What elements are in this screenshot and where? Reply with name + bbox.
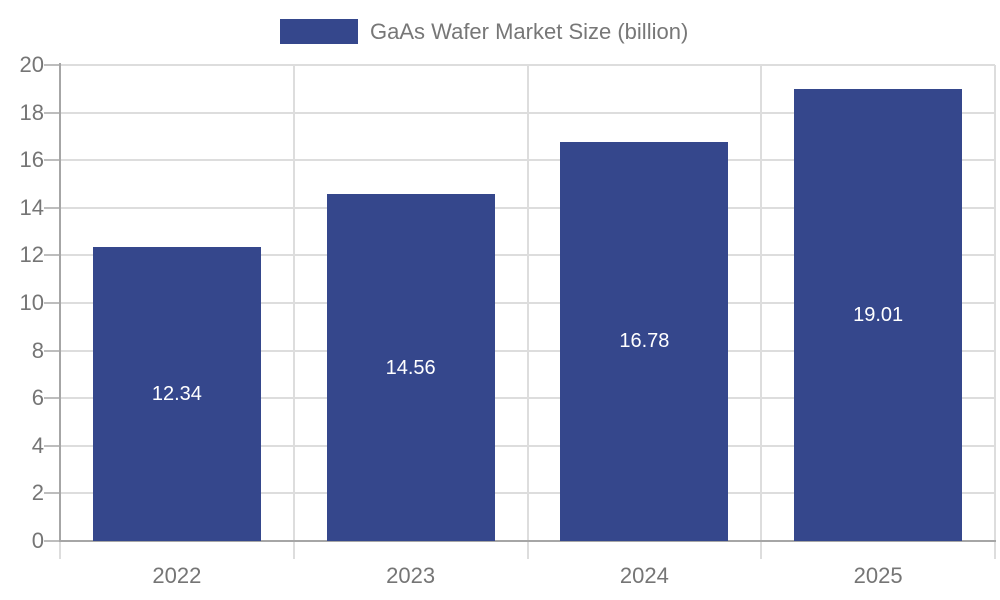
y-axis-tick — [44, 206, 60, 209]
y-axis-tick — [44, 540, 60, 542]
gridline-vertical — [760, 65, 763, 541]
x-axis-line — [59, 540, 996, 542]
bar-value-label-2025: 19.01 — [853, 303, 904, 326]
x-axis-tick — [760, 541, 763, 559]
y-axis-line — [59, 63, 61, 542]
bar-2025[interactable] — [794, 88, 963, 541]
y-axis-tick-label: 8 — [31, 337, 44, 363]
gridline-vertical — [994, 65, 996, 541]
x-axis-tick-label-2023: 2023 — [386, 563, 436, 588]
y-axis-tick — [44, 492, 60, 495]
bar-2024[interactable] — [560, 141, 729, 541]
y-axis-tick — [44, 349, 60, 352]
x-axis-tick — [526, 541, 529, 559]
y-axis-tick-label: 14 — [19, 194, 44, 220]
gridline-vertical — [292, 65, 295, 541]
y-axis-tick — [44, 397, 60, 400]
y-axis-tick — [44, 111, 60, 114]
legend-item[interactable]: GaAs Wafer Market Size (billion) — [280, 14, 688, 48]
bar-2023[interactable] — [326, 194, 495, 541]
y-axis-tick-label: 16 — [19, 147, 44, 173]
bar-value-label-2023: 14.56 — [385, 356, 436, 379]
x-axis-tick — [59, 541, 61, 559]
y-axis-tick-label: 12 — [19, 242, 44, 268]
x-axis-tick — [994, 541, 996, 559]
y-axis-tick-label: 18 — [19, 99, 44, 125]
y-axis-tick-label: 6 — [31, 385, 44, 411]
y-axis-tick — [44, 254, 60, 257]
y-axis-tick-label: 10 — [19, 290, 44, 315]
x-axis-tick-label-2022: 2022 — [152, 563, 202, 588]
y-axis-tick — [44, 302, 60, 304]
y-axis-tick-label: 4 — [31, 432, 44, 458]
y-axis-tick — [44, 64, 60, 66]
bar-2022[interactable] — [92, 247, 261, 541]
gridline-vertical — [526, 65, 529, 541]
y-axis-tick-label: 20 — [19, 52, 44, 77]
x-axis-tick — [292, 541, 295, 559]
legend-swatch-icon — [280, 18, 358, 44]
y-axis-tick — [44, 159, 60, 162]
legend-label: GaAs Wafer Market Size (billion) — [370, 18, 689, 44]
x-axis-tick-label-2025: 2025 — [853, 563, 903, 588]
x-axis-tick-label-2024: 2024 — [619, 563, 669, 588]
y-axis-tick — [44, 444, 60, 447]
y-axis-tick-label: 0 — [31, 528, 44, 553]
y-axis-tick-label: 2 — [31, 480, 44, 506]
bar-value-label-2022: 12.34 — [151, 383, 202, 406]
bar-value-label-2024: 16.78 — [619, 330, 670, 353]
